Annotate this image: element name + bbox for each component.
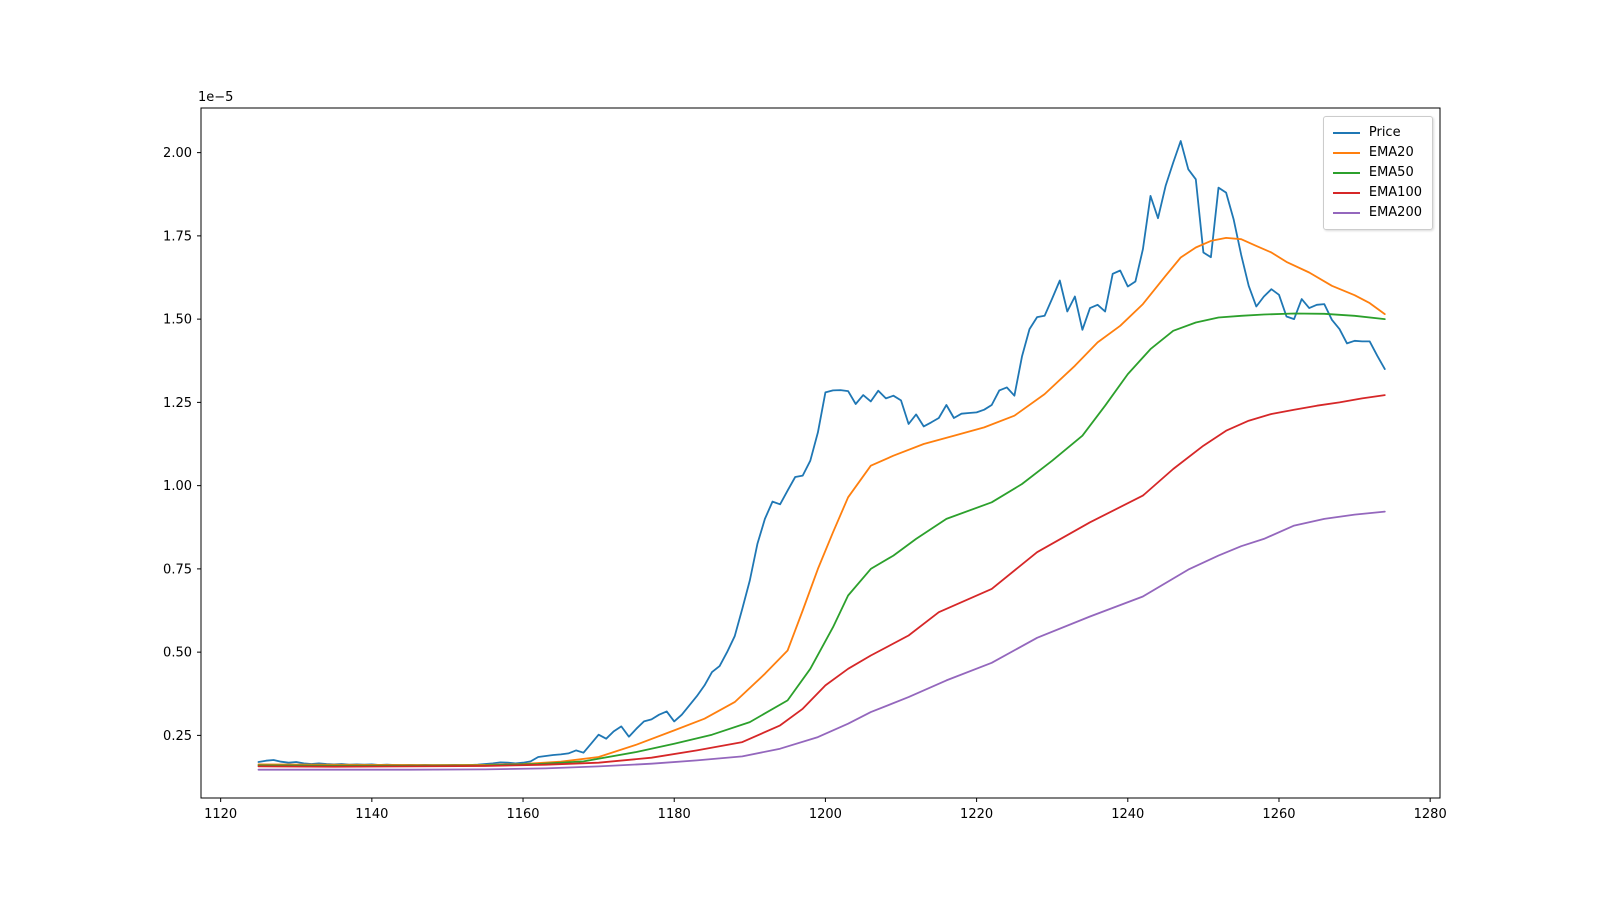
series-line-ema50 <box>257 312 1386 767</box>
y-tick-label: 0.50 <box>163 646 192 661</box>
x-tick-label: 1240 <box>1111 807 1144 822</box>
legend-label-ema50: EMA50 <box>1368 165 1414 180</box>
legend-label-ema200: EMA200 <box>1368 205 1422 220</box>
axes-frame <box>200 107 1441 799</box>
x-tick-label: 1160 <box>506 807 539 822</box>
legend-line-ema20-icon <box>1332 152 1360 154</box>
y-tick-label: 0.25 <box>163 729 192 744</box>
legend-line-price-icon <box>1332 132 1360 134</box>
series-line-ema200 <box>257 510 1386 771</box>
series-line-ema100 <box>257 394 1386 768</box>
series-line-ema20 <box>257 236 1386 766</box>
x-tick-label: 1260 <box>1262 807 1295 822</box>
legend-label-ema100: EMA100 <box>1368 185 1422 200</box>
legend-line-ema50-icon <box>1332 172 1360 174</box>
legend-item-ema50: EMA50 <box>1332 163 1422 183</box>
x-tick-label: 1200 <box>809 807 842 822</box>
legend-item-ema200: EMA200 <box>1332 203 1422 223</box>
legend-label-ema20: EMA20 <box>1368 145 1414 160</box>
legend-line-ema100-icon <box>1332 192 1360 194</box>
legend: Price EMA20 EMA50 EMA100 EMA200 <box>1322 116 1433 230</box>
y-tick-label: 1.00 <box>163 479 192 494</box>
legend-item-ema100: EMA100 <box>1332 183 1422 203</box>
series-line-price <box>257 140 1386 767</box>
x-tick-label: 1180 <box>658 807 691 822</box>
x-tick-label: 1280 <box>1414 807 1447 822</box>
y-tick-label: 2.00 <box>163 146 192 161</box>
x-tick-label: 1140 <box>355 807 388 822</box>
legend-item-price: Price <box>1332 123 1422 143</box>
y-tick-label: 0.75 <box>163 562 192 577</box>
x-tick-label: 1220 <box>960 807 993 822</box>
legend-label-price: Price <box>1368 125 1401 140</box>
y-axis-offset-label: 1e−5 <box>198 90 233 105</box>
x-tick-label: 1120 <box>204 807 237 822</box>
y-tick-label: 1.75 <box>163 229 192 244</box>
legend-item-ema20: EMA20 <box>1332 143 1422 163</box>
legend-line-ema200-icon <box>1332 212 1360 214</box>
y-tick-label: 1.25 <box>163 396 192 411</box>
y-tick-label: 1.50 <box>163 313 192 328</box>
